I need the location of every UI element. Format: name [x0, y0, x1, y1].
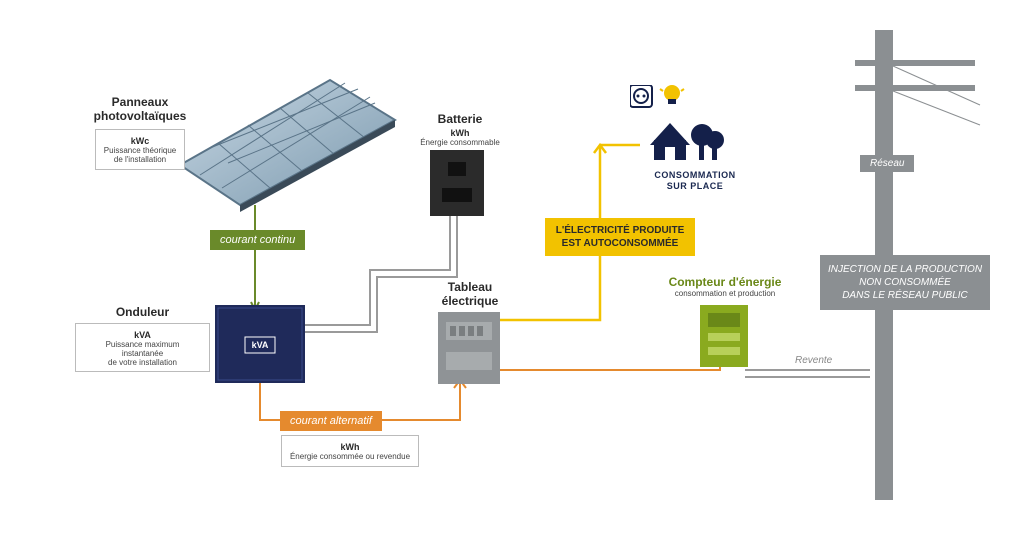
- energy-meter-icon: [700, 305, 748, 367]
- battery-label: Batterie kWh Énergie consommable: [400, 112, 520, 148]
- house-icon: [630, 85, 740, 165]
- reseau-badge: Réseau: [860, 155, 914, 172]
- tableau-label: Tableau électrique: [430, 280, 510, 308]
- inverter-icon: kVA: [215, 305, 305, 383]
- inverter-label: Onduleur kVA Puissance maximum instantan…: [75, 305, 210, 372]
- panel-label: Panneaux photovoltaïques kWc Puissance t…: [85, 95, 195, 170]
- house-label: CONSOMMATION SUR PLACE: [640, 170, 750, 192]
- ac-flow-tag: courant alternatif: [280, 411, 382, 431]
- battery-icon: [430, 150, 484, 216]
- ac-unit-label: kWh Énergie consommée ou revendue: [270, 435, 430, 467]
- pole-text: INJECTION DE LA PRODUCTION NON CONSOMMÉE…: [820, 255, 990, 310]
- revente-label: Revente: [795, 355, 832, 366]
- autoconsumption-badge: L'ÉLECTRICITÉ PRODUITE EST AUTOCONSOMMÉE: [545, 218, 695, 256]
- solar-panel-icon: [170, 75, 400, 215]
- meter-label: Compteur d'énergie consommation et produ…: [650, 275, 800, 299]
- distribution-board-icon: [438, 312, 500, 384]
- svg-text:kVA: kVA: [252, 340, 269, 350]
- dc-flow-tag: courant continu: [210, 230, 305, 250]
